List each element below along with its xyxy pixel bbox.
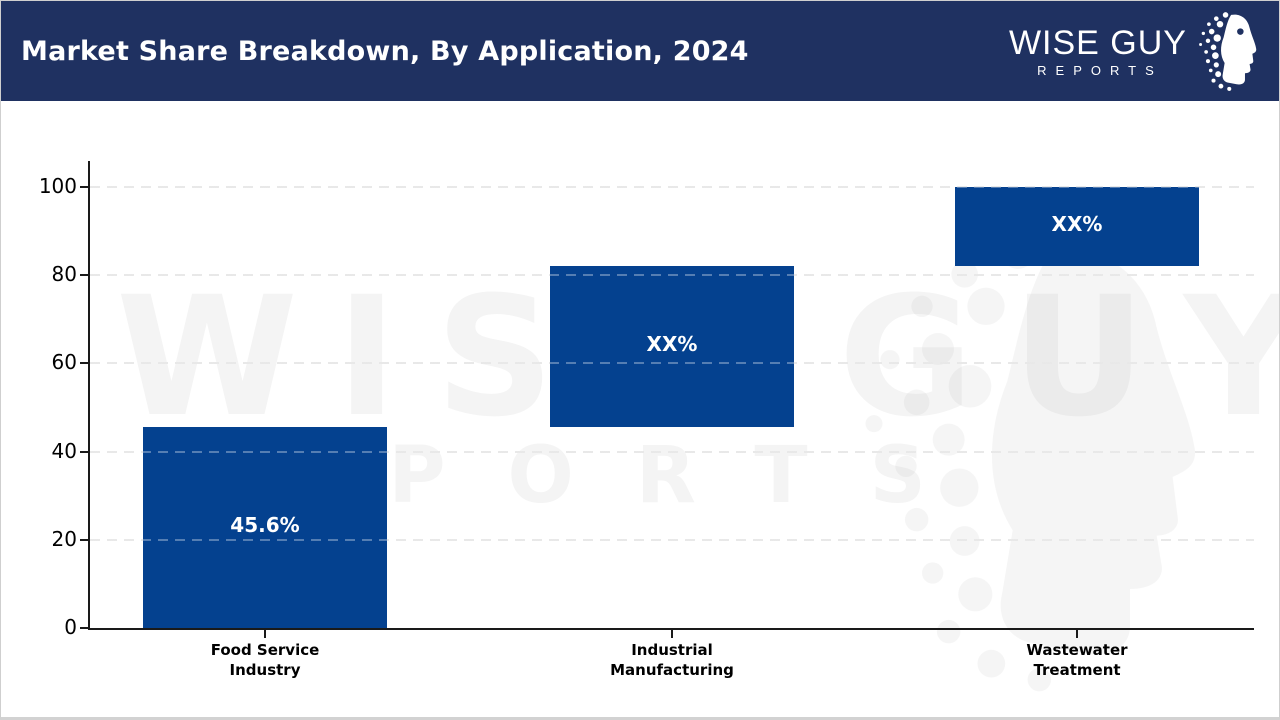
y-tick-mark	[80, 538, 88, 541]
watermark-head-dots-icon	[865, 237, 1196, 692]
y-tick-label: 80	[51, 262, 77, 287]
y-tick-mark	[80, 186, 88, 188]
x-category-label-line: Industry	[229, 661, 301, 679]
y-axis-line	[88, 161, 90, 629]
x-category-label: Wastewater Treatment	[947, 640, 1207, 680]
x-tick-mark	[264, 630, 266, 638]
logo-wiseguy-text: WISE GUY	[1008, 23, 1187, 62]
gridline-overlay	[90, 538, 1254, 541]
y-tick-label: 40	[51, 438, 77, 463]
bar-value-label: XX%	[1051, 212, 1103, 237]
logo-text: WISE GUY REPORTS	[1009, 26, 1187, 77]
y-tick-mark	[80, 627, 88, 629]
gridline-overlay	[90, 362, 1254, 365]
gridline	[90, 186, 1254, 188]
wiseguy-logo: WISE GUY REPORTS	[1009, 8, 1257, 94]
y-tick-label: 0	[64, 615, 77, 639]
y-tick-label: 100	[38, 174, 77, 198]
y-tick-label: 60	[51, 350, 77, 375]
header-band: Market Share Breakdown, By Application, …	[1, 1, 1279, 101]
gridline-overlay	[90, 450, 1254, 453]
logo-head-dots-icon	[1199, 12, 1257, 91]
gridline-overlay	[90, 274, 1254, 277]
gridline	[90, 538, 1254, 541]
x-category-label-line: Industrial	[631, 641, 713, 659]
bar-segment	[143, 426, 387, 628]
y-tick-mark	[80, 362, 88, 365]
bar-segment	[550, 265, 794, 427]
x-category-label: Industrial Manufacturing	[542, 640, 802, 680]
gridline	[90, 450, 1254, 453]
bar-value-label: 45.6%	[230, 513, 300, 538]
x-category-label: Food Service Industry	[135, 640, 395, 680]
x-category-label-line: Wastewater	[1026, 641, 1128, 659]
x-category-label-line: Food Service	[210, 641, 320, 659]
x-tick-mark	[671, 630, 673, 638]
x-category-label-line: Treatment	[1033, 661, 1121, 679]
logo-reports-text: REPORTS	[1037, 62, 1163, 78]
x-tick-mark	[1076, 630, 1078, 638]
x-category-label-line: Manufacturing	[610, 661, 734, 679]
x-axis-line	[88, 628, 1254, 630]
bar-segment	[955, 187, 1199, 266]
y-tick-mark	[80, 274, 88, 277]
chart-title: Market Share Breakdown, By Application, …	[21, 35, 749, 67]
y-tick-mark	[80, 450, 88, 453]
gridline-overlay	[90, 186, 1254, 188]
y-tick-label: 20	[51, 526, 77, 551]
bar-value-label: XX%	[646, 332, 698, 357]
